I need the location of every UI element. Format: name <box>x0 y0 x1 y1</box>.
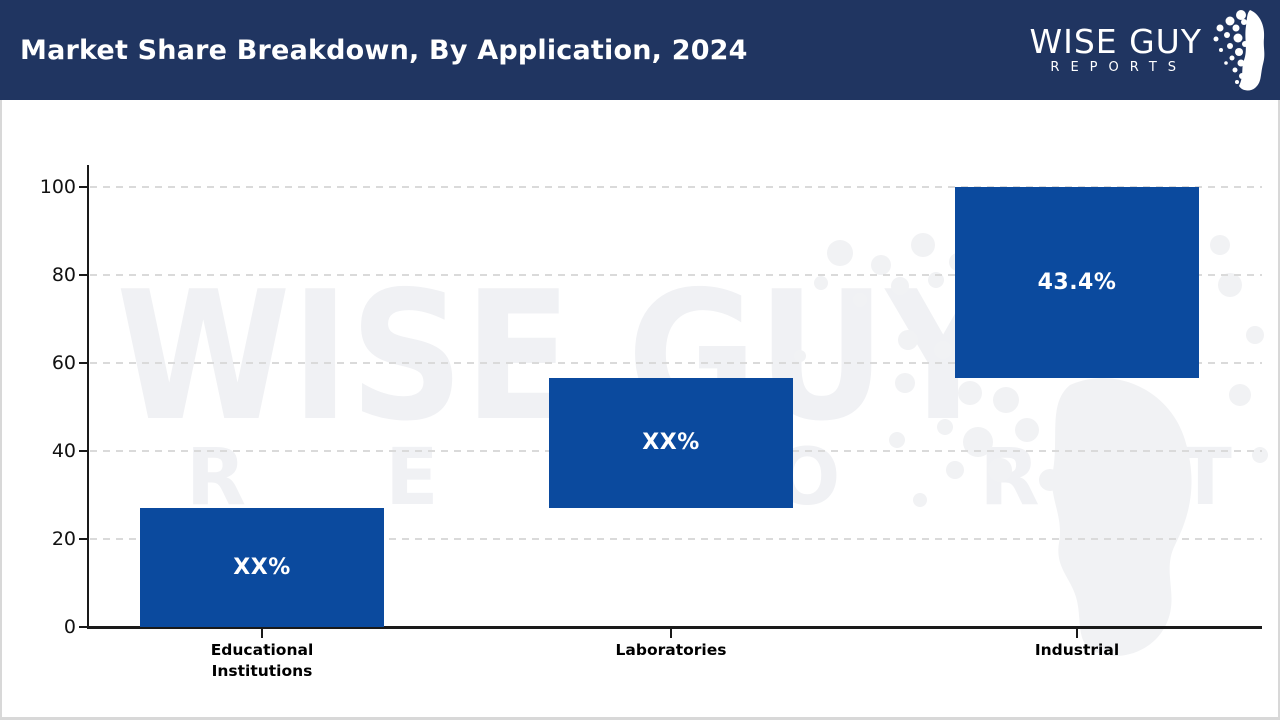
y-tick-label-100: 100 <box>39 175 76 198</box>
bar-industrial: 43.4% <box>955 186 1199 378</box>
logo-subtext: REPORTS <box>1050 60 1188 75</box>
wiseguy-logo-text: WISE GUY REPORTS <box>1029 24 1202 76</box>
y-tick-label-40: 40 <box>51 439 76 462</box>
x-tick-1 <box>670 629 672 638</box>
bar-value-label: XX% <box>233 555 291 581</box>
card-border-left <box>0 100 2 720</box>
x-axis-line <box>87 626 1262 629</box>
bar-value-label: 43.4% <box>1037 269 1117 295</box>
gridline-20 <box>90 537 1262 540</box>
y-tick-label-80: 80 <box>51 263 76 286</box>
y-tick-40 <box>79 449 87 452</box>
bar-educational-institutions: XX% <box>140 508 384 627</box>
y-tick-label-60: 60 <box>51 351 76 374</box>
y-tick-0 <box>79 626 87 628</box>
x-tick-2 <box>1076 629 1078 638</box>
plot-area: 0 20 40 60 80 100 XX% Educational Institutions XX… <box>0 100 1280 720</box>
wiseguy-face-icon <box>1213 10 1265 91</box>
y-tick-60 <box>79 361 87 364</box>
wiseguy-logo: WISE GUY REPORTS <box>1029 8 1266 92</box>
x-tick-0 <box>261 629 263 638</box>
y-tick-label-20: 20 <box>51 527 76 550</box>
watermark-face-icon <box>794 233 1268 657</box>
gridline-100 <box>90 185 1262 188</box>
gridline-60 <box>90 361 1262 364</box>
x-category-label: Educational Institutions <box>210 641 314 680</box>
x-category-label: Laboratories <box>615 641 727 659</box>
y-tick-80 <box>79 273 87 276</box>
card-border-bottom <box>0 717 1280 720</box>
bar-value-label: XX% <box>642 430 700 456</box>
y-tick-100 <box>79 185 87 188</box>
y-tick-20 <box>79 537 87 540</box>
y-tick-label-0: 0 <box>63 616 76 638</box>
gridline-80 <box>90 273 1262 276</box>
x-category-label: Industrial <box>1034 641 1120 659</box>
logo-wordmark: WISE GUY <box>1029 22 1202 61</box>
page-title: Market Share Breakdown, By Application, … <box>20 34 748 66</box>
card-border-right <box>1278 100 1280 720</box>
bar-laboratories: XX% <box>549 377 793 509</box>
header-bar: Market Share Breakdown, By Application, … <box>0 0 1280 100</box>
y-axis-line <box>87 165 89 629</box>
